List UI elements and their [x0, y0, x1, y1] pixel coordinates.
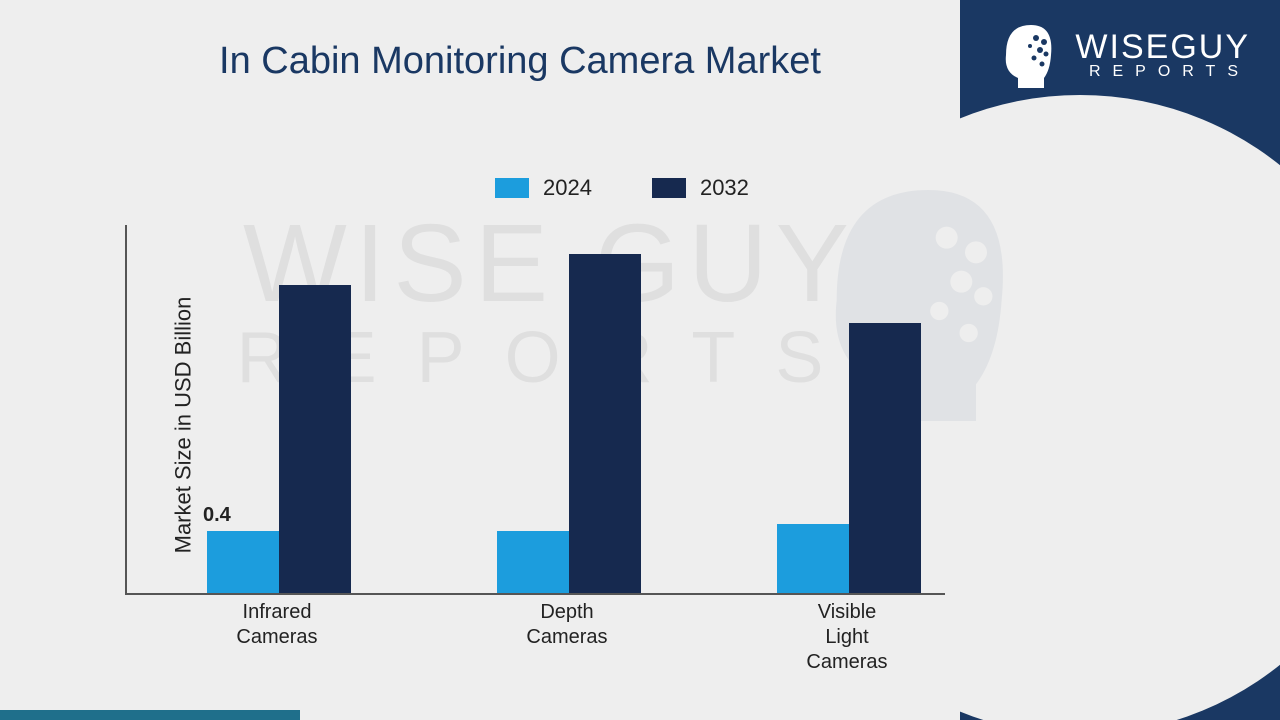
- brand-logo: WISEGUY REPORTS: [1075, 28, 1250, 81]
- bar-group: [777, 323, 921, 593]
- x-axis-category-label: VisibleLightCameras: [755, 600, 939, 675]
- bar-2024: [777, 524, 849, 593]
- brand-line2: REPORTS: [1075, 63, 1250, 81]
- chart-area: Market Size in USD Billion 20242032 0.4 …: [95, 165, 955, 685]
- bar-group: [207, 285, 351, 593]
- chart-stage: In Cabin Monitoring Camera Market WISEGU…: [0, 0, 1280, 720]
- bar-2032: [849, 323, 921, 593]
- x-axis-category-label: InfraredCameras: [185, 600, 369, 650]
- legend-swatch: [652, 178, 686, 198]
- bar-2024: [207, 531, 279, 593]
- bar-2032: [279, 285, 351, 593]
- legend-item: 2024: [495, 175, 592, 201]
- legend-item: 2032: [652, 175, 749, 201]
- brand-line1: WISEGUY: [1075, 28, 1250, 67]
- x-axis-category-label: DepthCameras: [475, 600, 659, 650]
- bar-2032: [569, 254, 641, 593]
- bar-group: [497, 254, 641, 593]
- bar-value-label: 0.4: [203, 504, 231, 527]
- legend-label: 2024: [543, 175, 592, 201]
- legend: 2024 2032: [495, 175, 749, 201]
- plot-region: 0.4: [125, 225, 945, 595]
- legend-swatch: [495, 178, 529, 198]
- bottom-accent-strip: [0, 710, 300, 720]
- chart-title: In Cabin Monitoring Camera Market: [130, 40, 910, 83]
- brand-head-icon: [996, 20, 1056, 90]
- bar-2024: [497, 531, 569, 593]
- legend-label: 2032: [700, 175, 749, 201]
